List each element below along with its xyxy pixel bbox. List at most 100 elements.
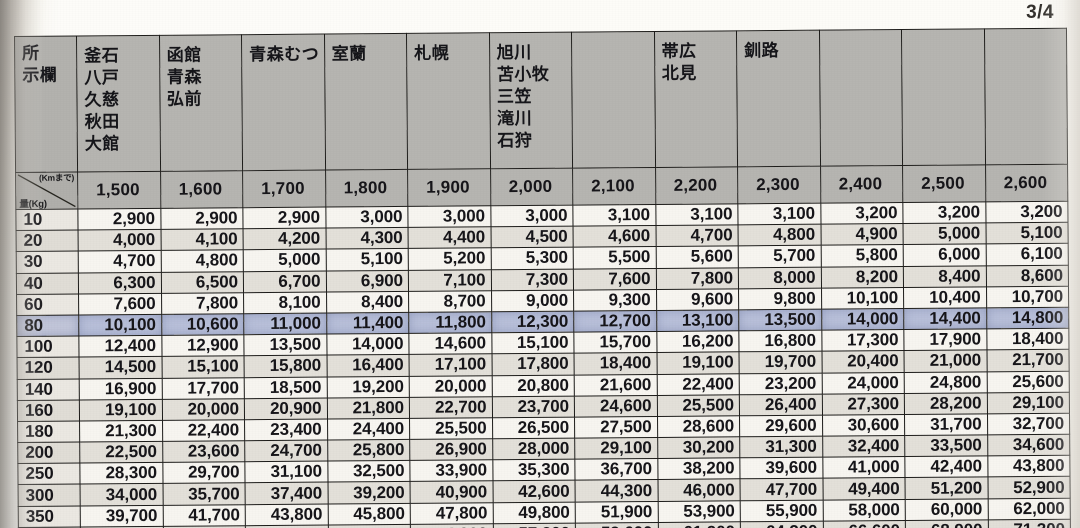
rate-cell: 7,300 [490, 268, 574, 291]
rate-cell: 31,700 [904, 413, 988, 436]
rate-cell: 8,100 [243, 291, 327, 314]
destination-header-cell-2500 [901, 28, 986, 166]
rate-cell: 32,500 [327, 460, 411, 483]
rate-cell: 31,100 [244, 461, 328, 484]
rate-cell: 41,700 [162, 504, 246, 527]
rate-cell: 6,000 [903, 244, 986, 267]
rate-cell: 11,000 [243, 312, 327, 335]
rate-cell: 17,300 [821, 329, 905, 352]
page-number: 3/4 [1026, 2, 1054, 23]
distance-header-1500: 1,500 [77, 171, 161, 210]
rate-cell: 5,000 [243, 249, 326, 272]
rate-cell: 18,400 [986, 328, 1069, 351]
rate-cell: 7,800 [655, 267, 739, 290]
weight-label: 200 [17, 442, 80, 464]
rate-cell: 47,800 [410, 502, 493, 525]
rate-cell: 43,800 [987, 455, 1070, 478]
destination-header-row: 所 示欄 釜石 八戸 久慈 秋田 大館 函館 青森 弘前 青森むつ 室蘭 札幌 旭川 苫小牧 三笠 滝川 石狩… [14, 28, 1068, 173]
rate-cell: 49,400 [822, 477, 906, 500]
rate-cell: 15,100 [161, 356, 245, 378]
destination-name: 大館 [84, 134, 120, 154]
rate-cell: 22,700 [409, 396, 493, 419]
rate-cell: 12,400 [78, 335, 162, 358]
rate-cell: 8,200 [820, 266, 904, 288]
rate-cell: 19,100 [79, 399, 163, 421]
distance-header-2100: 2,100 [572, 167, 656, 206]
rate-cell: 29,600 [739, 415, 823, 437]
rate-cell: 42,600 [492, 480, 576, 503]
rate-cell: 17,100 [409, 354, 492, 376]
rate-cell: 14,600 [408, 332, 492, 355]
rate-cell: 16,200 [656, 330, 740, 353]
table-head: 所 示欄 釜石 八戸 久慈 秋田 大館 函館 青森 弘前 青森むつ 室蘭 札幌 旭川 苫小牧 三笠 滝川 石狩… [14, 28, 1068, 210]
rate-cell: 9,000 [491, 289, 574, 312]
rate-cell: 14,400 [903, 307, 987, 330]
rate-cell: 29,100 [986, 391, 1070, 414]
rate-cell: 60,000 [905, 498, 988, 521]
rate-cell: 35,300 [492, 459, 576, 482]
rate-cell: 44,300 [575, 479, 658, 502]
rate-cell: 5,800 [820, 244, 904, 267]
rate-cell: 21,800 [326, 397, 410, 419]
rate-cell: 37,400 [245, 482, 328, 505]
rate-cell: 3,000 [325, 206, 409, 229]
rate-cell: 7,600 [573, 268, 657, 290]
rate-cell: 28,300 [79, 462, 163, 485]
weight-label: 250 [17, 463, 81, 485]
destination-header-cell-2300: 釧路 [736, 30, 821, 167]
destination-name: 久慈 [84, 90, 120, 110]
rate-cell: 10,700 [985, 285, 1069, 308]
destination-name: 函館 [166, 45, 202, 65]
destination-name: 苫小牧 [496, 64, 550, 85]
rate-cell: 51,900 [575, 501, 658, 523]
distance-header-2500: 2,500 [902, 164, 986, 203]
rate-cell: 5,300 [490, 247, 574, 270]
rate-cell: 42,400 [904, 456, 988, 478]
rate-cell: 32,700 [986, 413, 1070, 435]
distance-header-2000: 2,000 [490, 168, 573, 206]
destination-header-cell-2000: 旭川 苫小牧 三笠 滝川 石狩 [488, 32, 573, 169]
rate-cell: 19,700 [739, 351, 822, 374]
rate-cell: 30,200 [657, 436, 740, 459]
rate-cell: 4,900 [820, 223, 904, 246]
rate-cell: 23,400 [244, 418, 328, 441]
rate-cell: 19,200 [326, 375, 410, 398]
rate-cell: 7,100 [408, 269, 492, 292]
freight-rate-table: 所 示欄 釜石 八戸 久慈 秋田 大館 函館 青森 弘前 青森むつ 室蘭 札幌 旭川 苫小牧 三笠 滝川 石狩… [14, 27, 1071, 528]
rate-cell: 24,000 [821, 372, 905, 394]
rate-cell: 24,700 [244, 440, 328, 462]
rate-cell: 32,400 [822, 435, 905, 458]
rate-cell: 5,700 [738, 245, 821, 268]
destination-name: 石狩 [497, 131, 533, 151]
destination-header-cell-2600 [983, 28, 1068, 165]
destination-header-cell-1500: 釜石 八戸 久慈 秋田 大館 [76, 35, 161, 173]
freight-rate-table-wrapper: 所 示欄 釜石 八戸 久慈 秋田 大館 函館 青森 弘前 青森むつ 室蘭 札幌 旭川 苫小牧 三笠 滝川 石狩… [14, 27, 1071, 528]
rate-cell: 66,600 [822, 520, 906, 528]
rate-cell: 11,800 [408, 311, 492, 334]
destination-name: 帯広 [661, 41, 697, 61]
rate-cell: 20,900 [244, 397, 328, 420]
rate-cell: 54,900 [410, 523, 494, 528]
rate-cell: 24,600 [574, 395, 658, 417]
rate-cell: 3,100 [655, 203, 739, 226]
rate-cell: 4,200 [243, 228, 326, 251]
rate-cell: 29,700 [162, 461, 246, 484]
rate-cell: 25,600 [986, 370, 1070, 393]
rate-cell: 5,000 [903, 223, 986, 245]
weight-label: 300 [18, 484, 81, 507]
destination-name: 釧路 [744, 40, 780, 61]
rate-cell: 22,400 [162, 419, 245, 442]
rate-cell: 23,600 [162, 440, 245, 463]
distance-header-2200: 2,200 [655, 166, 738, 205]
rate-cell: 26,500 [492, 416, 575, 439]
rate-cell: 6,900 [325, 269, 409, 292]
rate-cell: 23,700 [491, 395, 575, 418]
rate-cell: 6,100 [985, 243, 1069, 266]
rate-cell: 22,400 [656, 373, 740, 396]
weight-unit-label: 量(Kg) [19, 198, 47, 210]
rate-cell: 13,500 [738, 309, 822, 331]
rate-cell: 38,200 [657, 458, 741, 480]
rate-cell: 7,600 [78, 293, 162, 315]
rate-cell: 10,400 [903, 286, 987, 309]
destination-header-cell-2100 [571, 31, 656, 169]
